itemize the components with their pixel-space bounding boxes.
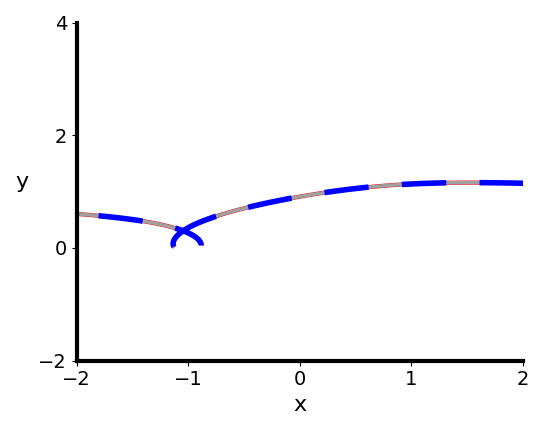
Point	[295, 245, 304, 252]
Y-axis label: y: y	[15, 172, 28, 192]
X-axis label: x: x	[293, 395, 306, 415]
